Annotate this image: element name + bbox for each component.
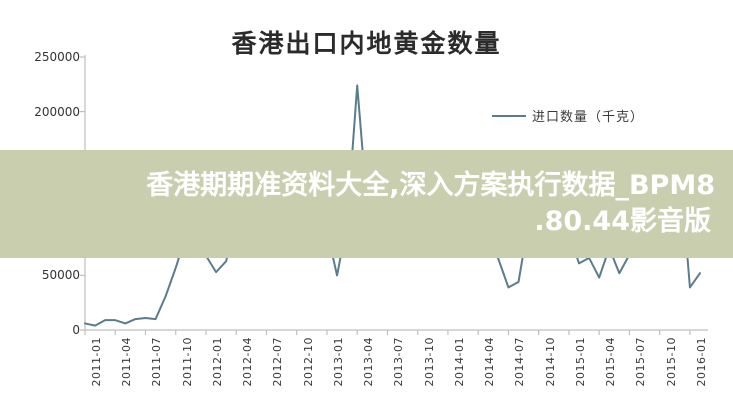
y-axis-tick-label: 0	[72, 323, 80, 337]
x-axis-tick-label: 2011-01	[90, 337, 103, 387]
x-axis-tick-label: 2014-01	[452, 337, 466, 387]
y-axis-tick-label: 200000	[34, 104, 80, 119]
y-axis-tick-label: 50000	[41, 268, 80, 283]
x-axis-tick-label: 2011-04	[120, 337, 134, 387]
x-axis-tick-label: 2013-10	[422, 337, 436, 387]
x-axis-tick-label: 2016-01	[694, 337, 708, 387]
x-axis-tick-label: 2012-04	[241, 337, 255, 387]
x-axis-tick-label: 2012-01	[210, 337, 224, 387]
x-axis-tick-label: 2015-04	[604, 337, 618, 387]
x-axis-tick-label: 2011-10	[180, 337, 194, 387]
x-axis-tick-label: 2014-04	[483, 337, 497, 387]
x-axis-tick-label: 2015-01	[573, 337, 587, 387]
x-axis-tick-label: 2013-04	[362, 337, 376, 387]
x-axis-tick-label: 2013-01	[331, 337, 345, 387]
legend-entry-label: 进口数量（千克）	[532, 110, 645, 125]
y-axis-tick-label: 250000	[34, 50, 80, 64]
legend-line-swatch	[492, 114, 526, 117]
x-axis-tick-label: 2014-10	[543, 337, 557, 387]
chart-axes	[80, 55, 708, 335]
x-axis-tick-label: 2011-07	[150, 337, 164, 387]
x-axis-tick-label: 2012-10	[301, 337, 315, 387]
x-axis-tick-label: 2013-07	[392, 337, 406, 387]
chart-title: 香港出口内地黄金数量	[231, 29, 502, 58]
x-axis-tick-label: 2015-10	[664, 337, 678, 387]
chart-legend: 进口数量（千克）	[492, 106, 644, 125]
x-axis-tick-label: 2012-07	[271, 337, 285, 387]
x-axis-tick-label: 2015-07	[634, 337, 648, 387]
x-axis-tick-label: 2014-07	[513, 337, 527, 387]
